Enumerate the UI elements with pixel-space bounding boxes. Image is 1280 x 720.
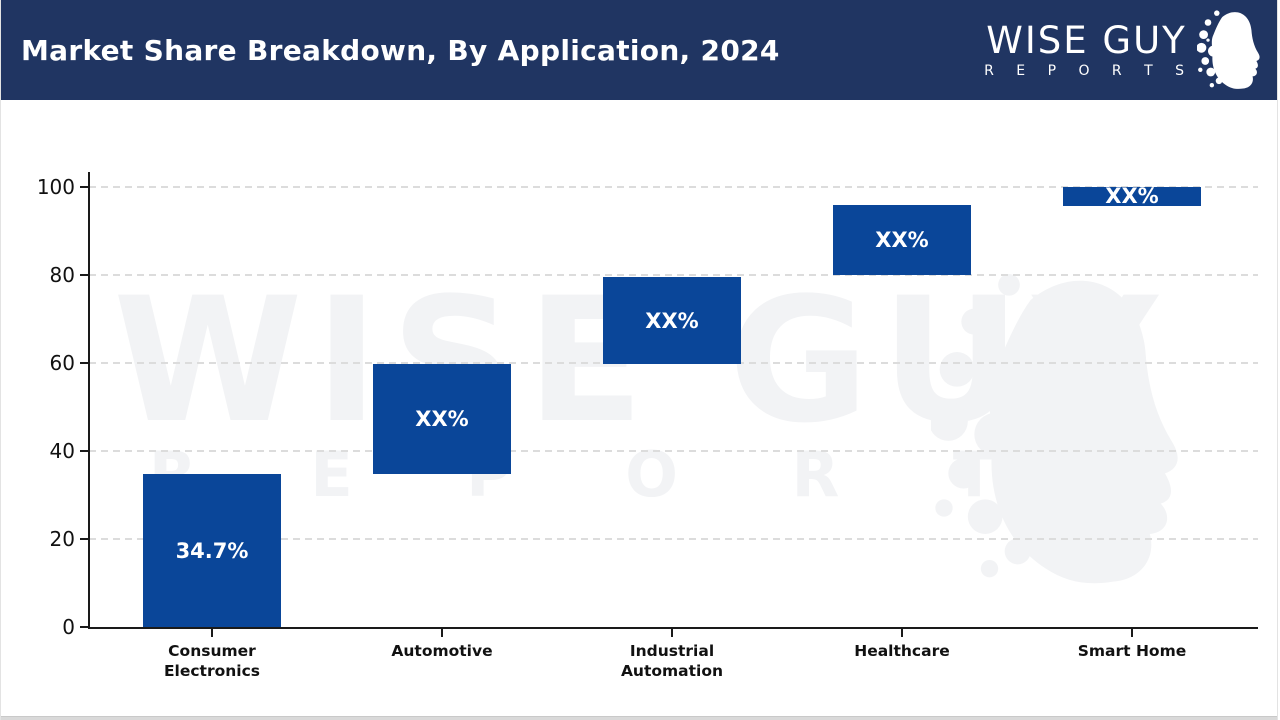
y-tick-label-40: 40 [49,439,75,463]
bar-consumer-electronics: 34.7% [143,474,281,627]
x-category-label-smart-home: Smart Home [1077,642,1187,660]
gridline-20 [89,538,1258,540]
y-tick-label-100: 100 [36,175,75,199]
bar-smart-home: XX% [1063,184,1201,209]
chart-area: WISE GUY R E P O R T S 0 20 40 60 80 100 34.7%… [1,100,1277,716]
x-tick-industrial-automation [671,629,673,637]
y-tick-label-80: 80 [49,263,75,287]
logo-text: WISE GUY R E P O R T S [980,22,1193,78]
y-tick-100 [80,186,88,188]
y-tick-label-0: 0 [62,615,75,639]
x-category-label-industrial-automation: Industrial Automation [620,642,724,680]
y-axis-line [88,172,90,629]
watermark-subtext: R E P O R T S [149,438,1200,511]
logo-name: WISE GUY [986,19,1187,62]
x-category-label-automotive: Automotive [391,642,493,660]
x-tick-consumer-electronics [211,629,213,637]
bar-value-label-smart-home: XX% [1105,184,1159,209]
bar-value-label-automotive: XX% [415,407,469,432]
gridline-40 [89,450,1258,452]
bar-value-label-industrial-automation: XX% [645,308,699,333]
x-category-label-healthcare: Healthcare [854,642,950,660]
x-axis-line [88,627,1258,629]
head-profile-icon [1197,10,1260,89]
x-tick-automotive [441,629,443,637]
y-tick-40 [80,450,88,452]
y-tick-label-20: 20 [49,527,75,551]
y-tick-0 [80,626,88,628]
bar-industrial-automation: XX% [603,277,741,364]
wise-guy-logo: WISE GUY R E P O R T S [980,6,1263,94]
y-tick-label-60: 60 [49,351,75,375]
bar-value-label-consumer-electronics: 34.7% [175,538,249,563]
header-bar: Market Share Breakdown, By Application, … [1,0,1277,100]
y-tick-20 [80,538,88,540]
y-tick-80 [80,274,88,276]
y-tick-60 [80,362,88,364]
gridline-80 [89,274,1258,276]
bar-value-label-healthcare: XX% [875,228,929,253]
bottom-strip [1,716,1277,720]
bar-automotive: XX% [373,363,511,475]
bar-healthcare: XX% [833,205,971,276]
logo-subtitle: R E P O R T S [984,63,1193,79]
page-title: Market Share Breakdown, By Application, … [21,33,780,67]
x-category-label-consumer-electronics: Consumer Electronics [163,642,261,680]
gridline-100 [89,186,1258,188]
x-tick-smart-home [1131,629,1133,637]
x-tick-healthcare [901,629,903,637]
